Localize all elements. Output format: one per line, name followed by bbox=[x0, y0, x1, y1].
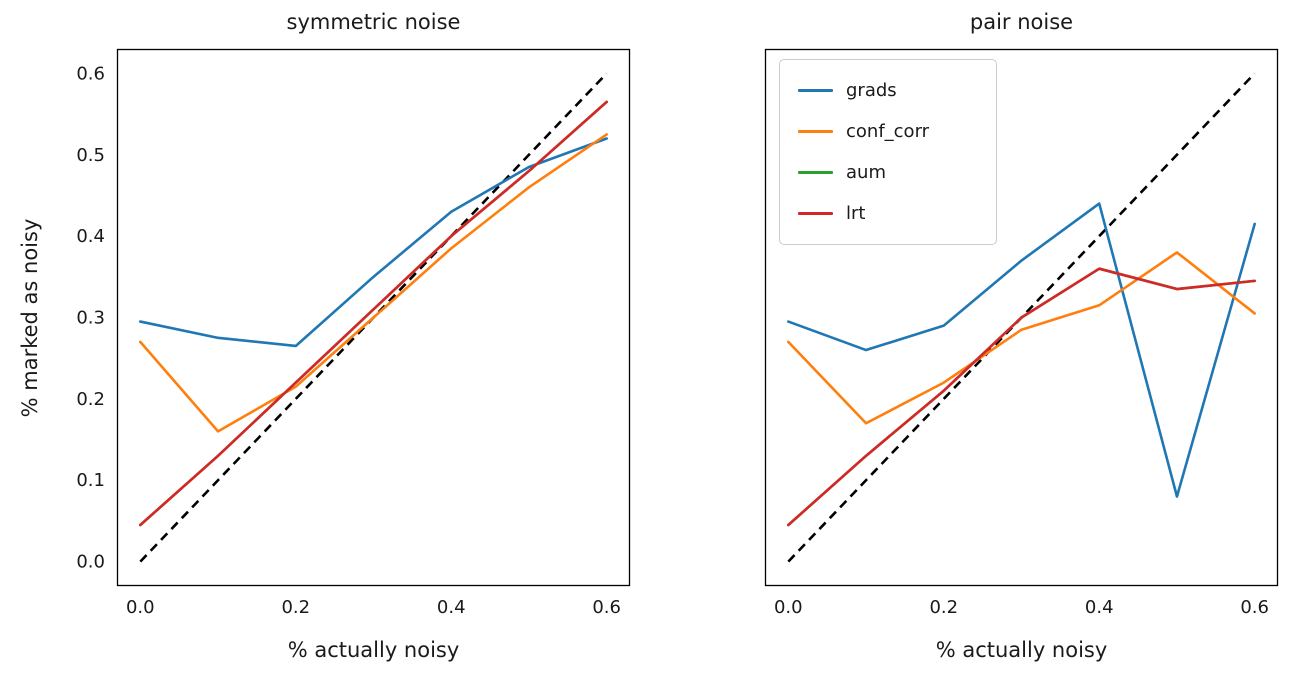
series-line-lrt bbox=[139, 100, 608, 527]
subplot-title-pair-noise: pair noise bbox=[969, 10, 1074, 34]
legend-label-grads: grads bbox=[846, 80, 897, 101]
subplot-title-symmetric-noise: symmetric noise bbox=[286, 10, 461, 34]
x-tick-label: 0.4 bbox=[437, 597, 466, 618]
legend-item-aum: aum bbox=[798, 152, 978, 193]
series-line-conf_corr bbox=[139, 133, 608, 433]
y-tick-label: 0.1 bbox=[76, 470, 105, 491]
series-line-grads bbox=[787, 202, 1256, 498]
y-tick-label: 0.0 bbox=[76, 552, 105, 573]
legend-label-conf_corr: conf_corr bbox=[846, 121, 930, 142]
legend-swatch-grads bbox=[798, 89, 833, 92]
legend-swatch-lrt bbox=[798, 212, 833, 215]
legend-swatch-conf_corr bbox=[798, 130, 833, 133]
x-tick-label: 0.0 bbox=[126, 597, 155, 618]
x-tick-label: 0.6 bbox=[1240, 597, 1269, 618]
y-tick-label: 0.3 bbox=[76, 308, 105, 329]
x-tick-label: 0.0 bbox=[774, 597, 803, 618]
y-tick-label: 0.4 bbox=[76, 226, 105, 247]
x-tick-label: 0.4 bbox=[1085, 597, 1114, 618]
y-tick-label: 0.2 bbox=[76, 389, 105, 410]
x-axis-label-right: % actually noisy bbox=[935, 638, 1108, 662]
legend-item-conf_corr: conf_corr bbox=[798, 111, 978, 152]
legend-label-aum: aum bbox=[846, 162, 886, 183]
x-tick-label: 0.2 bbox=[929, 597, 958, 618]
series-line-grads bbox=[139, 137, 608, 348]
x-axis-label-left: % actually noisy bbox=[287, 638, 460, 662]
legend-item-lrt: lrt bbox=[798, 193, 978, 234]
legend-label-lrt: lrt bbox=[846, 203, 866, 224]
y-tick-label: 0.5 bbox=[76, 145, 105, 166]
x-tick-label: 0.2 bbox=[281, 597, 310, 618]
series-line-conf_corr bbox=[787, 251, 1256, 425]
legend-swatch-aum bbox=[798, 171, 833, 174]
plot-border bbox=[764, 48, 1279, 587]
y-tick-label: 0.6 bbox=[76, 63, 105, 84]
plot-border bbox=[116, 48, 631, 587]
series-line-lrt bbox=[787, 267, 1256, 527]
series-line-aum bbox=[787, 267, 1256, 527]
legend-item-grads: grads bbox=[798, 70, 978, 111]
y-axis-label: % marked as noisy bbox=[18, 218, 42, 418]
x-tick-label: 0.6 bbox=[592, 597, 621, 618]
